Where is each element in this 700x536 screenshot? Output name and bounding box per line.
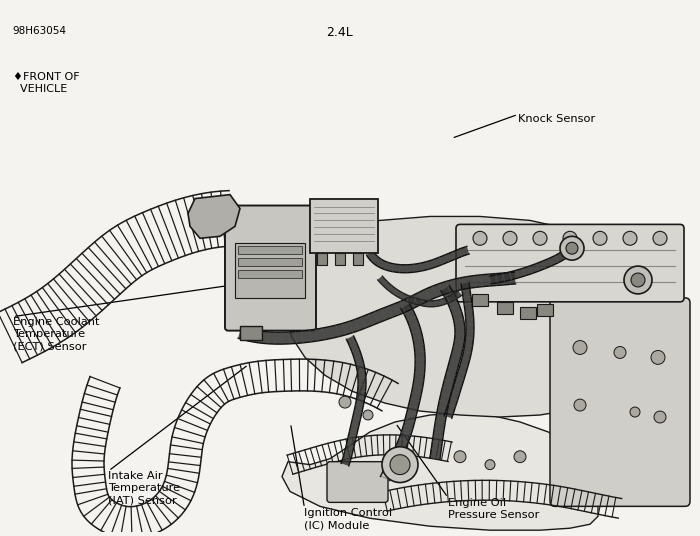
Text: Knock Sensor: Knock Sensor (518, 114, 595, 124)
Polygon shape (444, 282, 474, 418)
Circle shape (363, 410, 373, 420)
Circle shape (614, 346, 626, 359)
Bar (353, 253, 363, 265)
Circle shape (574, 399, 586, 411)
Circle shape (630, 407, 640, 417)
Circle shape (514, 451, 526, 463)
Bar (310, 198, 378, 253)
Text: 98H63054: 98H63054 (13, 26, 66, 35)
Circle shape (593, 232, 607, 245)
Bar (238, 270, 302, 278)
Text: Ignition Control
(IC) Module: Ignition Control (IC) Module (304, 508, 393, 531)
Circle shape (503, 232, 517, 245)
Circle shape (623, 232, 637, 245)
FancyBboxPatch shape (327, 461, 388, 502)
Text: Engine Coolant
Temperature
(ECT) Sensor: Engine Coolant Temperature (ECT) Sensor (13, 317, 99, 352)
Text: Engine Oil
Pressure Sensor: Engine Oil Pressure Sensor (448, 497, 540, 520)
FancyBboxPatch shape (225, 205, 316, 331)
Circle shape (485, 460, 495, 470)
Bar (472, 294, 488, 306)
Polygon shape (367, 247, 469, 273)
Bar (238, 258, 302, 266)
Bar (317, 253, 327, 265)
Circle shape (653, 232, 667, 245)
Polygon shape (341, 336, 366, 466)
Polygon shape (282, 413, 598, 530)
Circle shape (382, 447, 418, 482)
Text: Intake Air
Temperature
(IAT) Sensor: Intake Air Temperature (IAT) Sensor (108, 471, 181, 506)
Circle shape (654, 411, 666, 423)
Bar (520, 307, 536, 319)
Text: ♦FRONT OF
  VEHICLE: ♦FRONT OF VEHICLE (13, 72, 79, 94)
Bar (240, 326, 262, 340)
Bar (335, 253, 345, 265)
Circle shape (390, 455, 410, 474)
Bar (238, 246, 302, 254)
Polygon shape (188, 195, 240, 239)
Polygon shape (238, 272, 516, 344)
Polygon shape (489, 245, 575, 284)
Bar (497, 302, 513, 314)
Polygon shape (381, 303, 425, 481)
Circle shape (533, 232, 547, 245)
Bar (235, 243, 305, 298)
Text: 2.4L: 2.4L (326, 26, 353, 39)
Circle shape (473, 232, 487, 245)
Circle shape (560, 236, 584, 260)
Circle shape (566, 242, 578, 254)
Circle shape (651, 351, 665, 364)
Polygon shape (230, 217, 660, 417)
FancyBboxPatch shape (550, 298, 690, 507)
Circle shape (573, 340, 587, 354)
Polygon shape (378, 276, 462, 307)
Polygon shape (430, 285, 465, 459)
Circle shape (631, 273, 645, 287)
Bar (537, 304, 553, 316)
Circle shape (454, 451, 466, 463)
Circle shape (624, 266, 652, 294)
FancyBboxPatch shape (456, 225, 684, 302)
Circle shape (563, 232, 577, 245)
Circle shape (339, 396, 351, 408)
